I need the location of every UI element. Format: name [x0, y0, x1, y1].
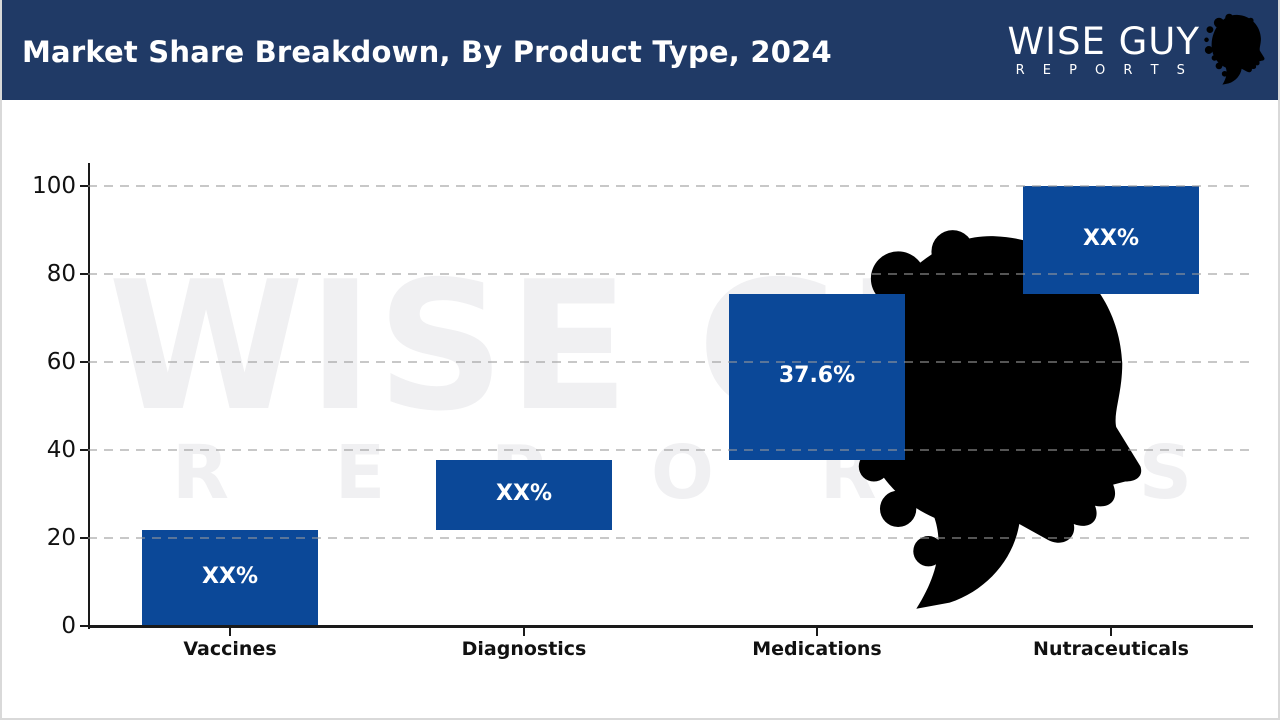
logo-wordmark: WISE GUY [1007, 19, 1200, 63]
logo-text: WISE GUY R E P O R T S [1008, 23, 1200, 78]
gridline [88, 185, 1253, 187]
page-title: Market Share Breakdown, By Product Type,… [22, 35, 832, 69]
header-bar: Market Share Breakdown, By Product Type,… [0, 0, 1280, 100]
y-tick-mark [80, 361, 88, 363]
bar-diagnostics [436, 459, 612, 531]
gridline [88, 361, 1253, 363]
y-tick-label: 100 [32, 173, 76, 199]
y-tick-mark [80, 185, 88, 187]
x-tick-mark [1110, 628, 1112, 636]
bar-value-label: 37.6% [778, 362, 856, 388]
category-label: Medications [752, 638, 882, 660]
y-tick-mark [80, 625, 88, 627]
logo-subtitle: R E P O R T S [1015, 62, 1192, 78]
bar-value-label: XX% [202, 564, 258, 590]
y-tick-label: 0 [61, 613, 76, 639]
logo-face-icon [1204, 13, 1265, 85]
bar-value-label: XX% [496, 480, 552, 506]
category-label: Nutraceuticals [1033, 638, 1189, 660]
x-axis-line [88, 625, 1253, 628]
y-tick-mark [80, 273, 88, 275]
category-label: Diagnostics [461, 638, 587, 660]
y-tick-label: 60 [46, 349, 76, 375]
x-tick-mark [816, 628, 818, 636]
y-tick-label: 80 [46, 261, 76, 287]
category-label: Vaccines [183, 638, 277, 660]
y-axis-line [88, 163, 90, 629]
y-tick-label: 20 [46, 525, 76, 551]
bar-value-label: XX% [1083, 226, 1139, 252]
x-tick-mark [523, 628, 525, 636]
wise-guy-logo: WISE GUY R E P O R T S [1008, 6, 1270, 94]
y-tick-mark [80, 449, 88, 451]
x-tick-mark [229, 628, 231, 636]
y-tick-label: 40 [46, 437, 76, 463]
gridline [88, 449, 1253, 451]
gridline [88, 537, 1253, 539]
y-tick-mark [80, 537, 88, 539]
gridline [88, 273, 1253, 275]
bar-vaccines [142, 530, 318, 626]
